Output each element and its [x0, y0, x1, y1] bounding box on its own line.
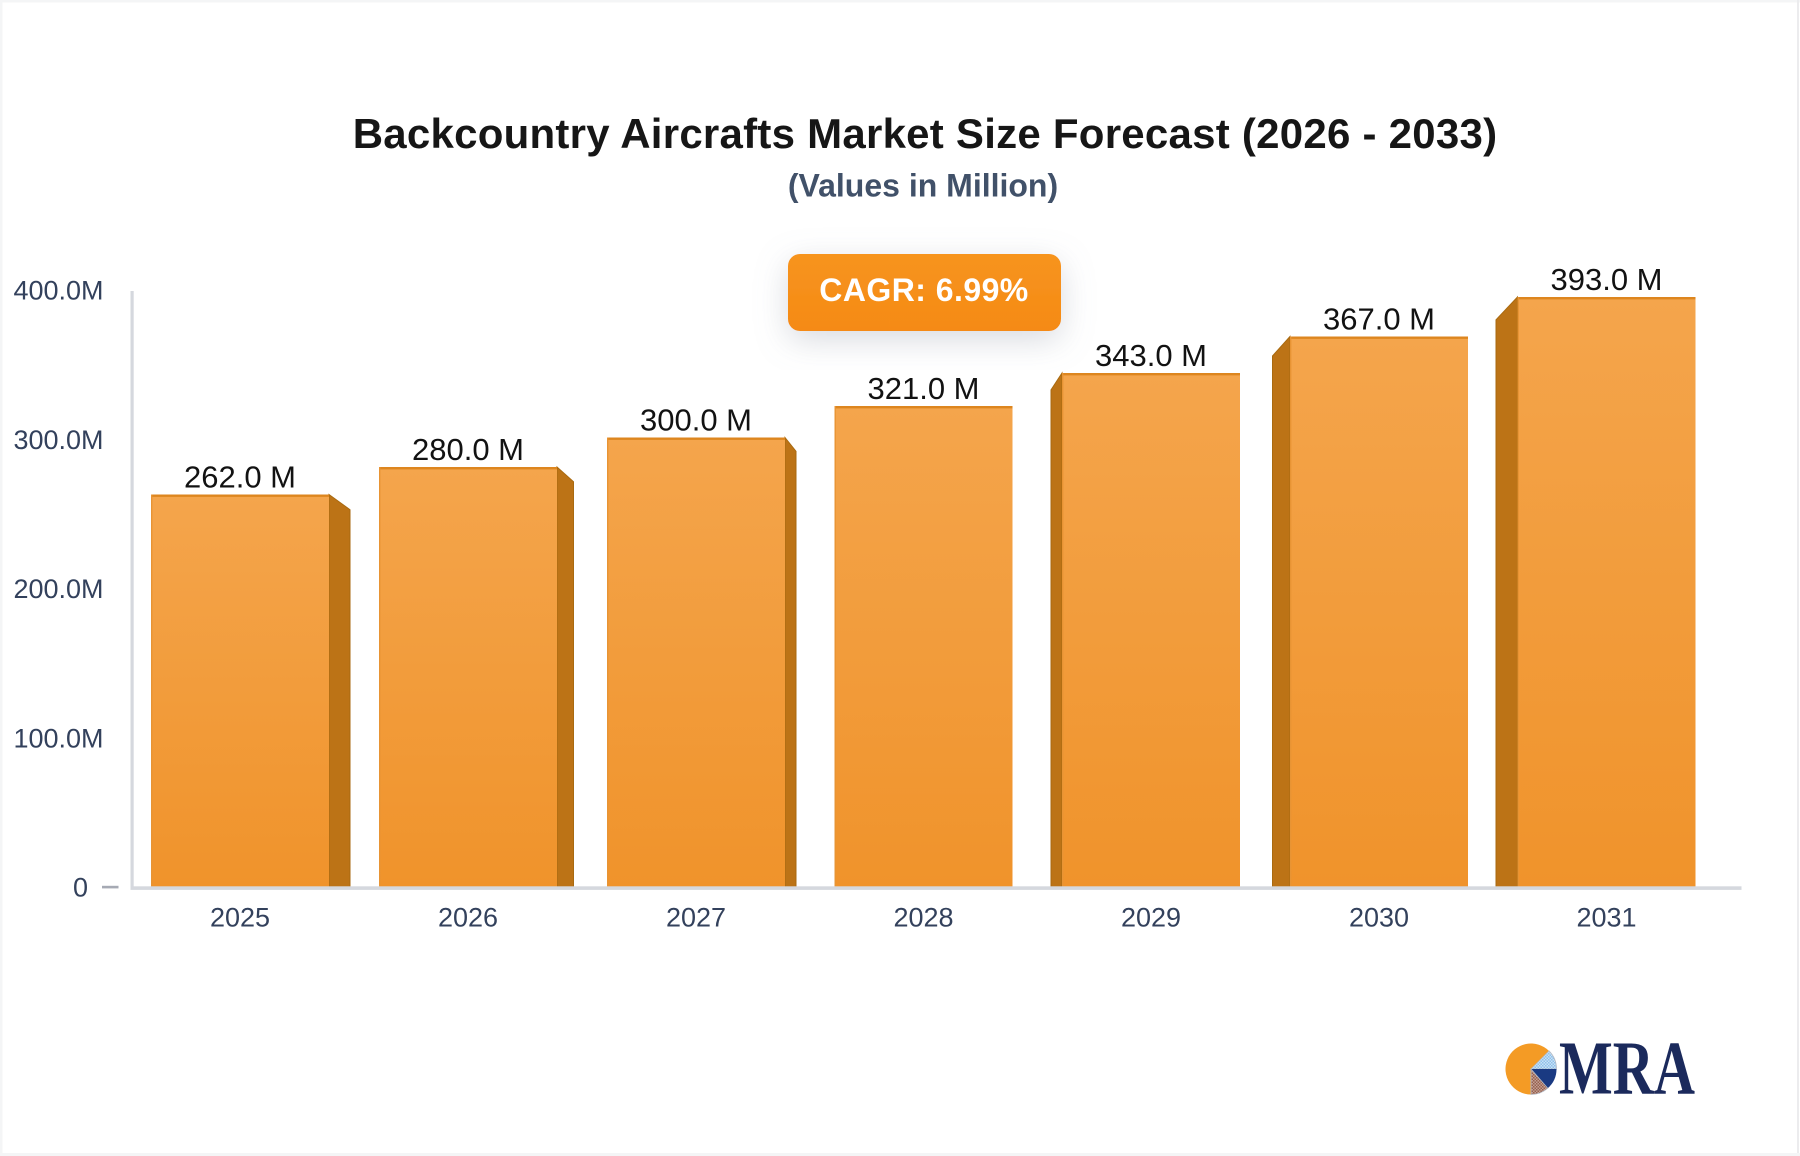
svg-text:2026: 2026 [438, 903, 498, 933]
svg-text:393.0 M: 393.0 M [1550, 262, 1662, 297]
svg-text:MRA: MRA [1559, 1027, 1695, 1111]
svg-text:100.0M: 100.0M [13, 723, 103, 753]
svg-text:2025: 2025 [210, 903, 270, 933]
svg-text:280.0 M: 280.0 M [412, 432, 524, 467]
svg-text:300.0 M: 300.0 M [640, 403, 752, 438]
svg-text:CAGR: 6.99%: CAGR: 6.99% [819, 272, 1028, 308]
svg-text:367.0 M: 367.0 M [1323, 302, 1435, 337]
svg-text:0: 0 [73, 873, 88, 903]
svg-text:2030: 2030 [1349, 903, 1409, 933]
svg-text:2027: 2027 [666, 903, 726, 933]
svg-text:321.0 M: 321.0 M [867, 371, 979, 406]
svg-text:2028: 2028 [893, 903, 953, 933]
svg-text:(Values in Million): (Values in Million) [788, 168, 1058, 204]
svg-text:300.0M: 300.0M [13, 425, 103, 455]
svg-text:2031: 2031 [1576, 903, 1636, 933]
svg-text:200.0M: 200.0M [13, 574, 103, 604]
svg-text:343.0 M: 343.0 M [1095, 338, 1207, 373]
svg-text:Backcountry Aircrafts Market S: Backcountry Aircrafts Market Size Foreca… [353, 110, 1498, 157]
svg-text:400.0M: 400.0M [13, 276, 103, 306]
svg-text:2029: 2029 [1121, 903, 1181, 933]
svg-text:262.0 M: 262.0 M [184, 460, 296, 495]
